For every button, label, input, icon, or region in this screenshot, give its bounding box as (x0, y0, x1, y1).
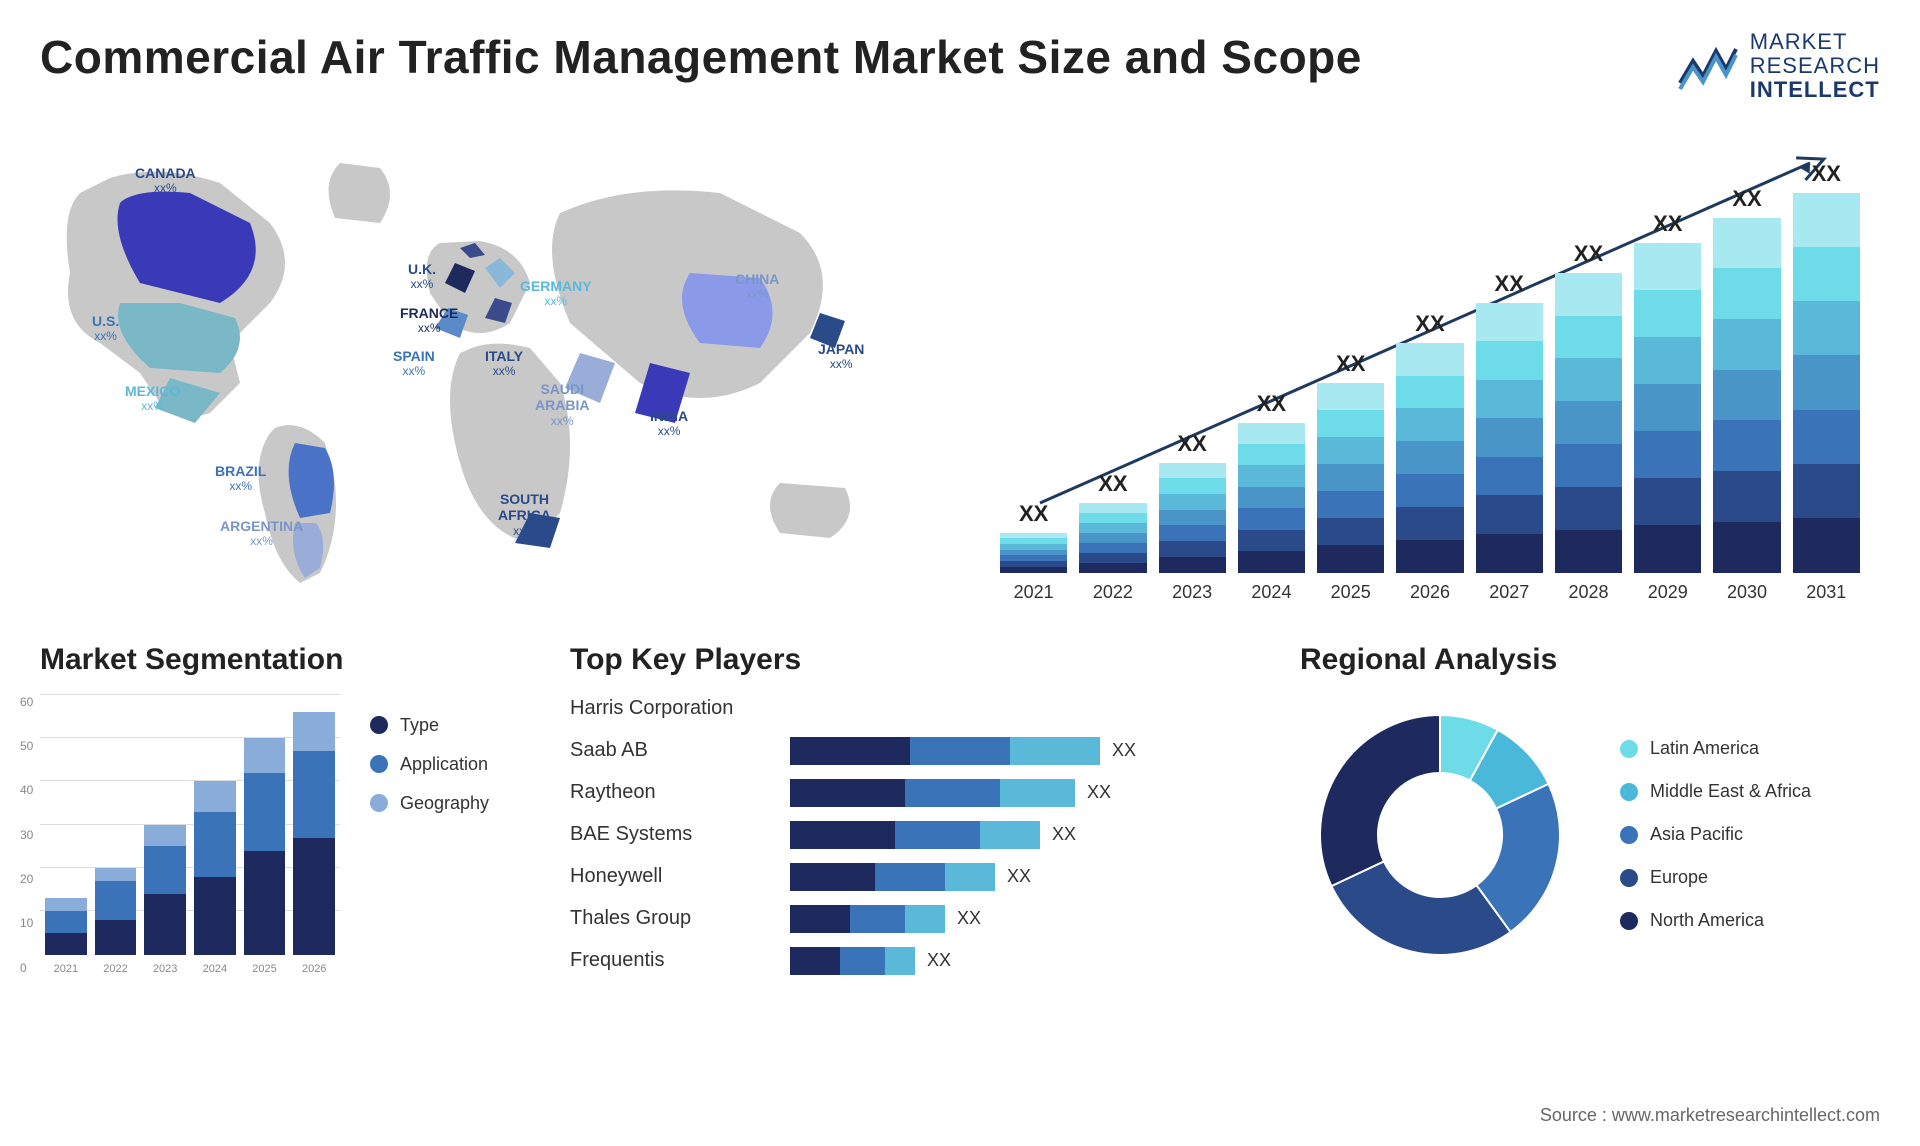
player-label: BAE Systems (570, 821, 770, 849)
forecast-bar-2023: XX (1159, 431, 1226, 573)
segmentation-legend: Type Application Geography (370, 695, 489, 975)
players-title: Top Key Players (570, 643, 1250, 677)
player-label: Frequentis (570, 947, 770, 975)
forecast-bar-2031: XX (1793, 161, 1860, 573)
seg-bar-2024 (194, 781, 236, 954)
player-label: Honeywell (570, 863, 770, 891)
map-label-spain: SPAINxx% (393, 348, 435, 379)
seg-bar-2022 (95, 868, 137, 955)
map-label-argentina: ARGENTINAxx% (220, 518, 303, 549)
segmentation-chart: 0102030405060 202120222023202420252026 (40, 695, 340, 975)
players-labels: Harris Corporation Saab AB Raytheon BAE Sys… (570, 695, 770, 975)
forecast-bar-2021: XX (1000, 501, 1067, 573)
regional-legend-item: Latin America (1620, 738, 1811, 759)
map-label-japan: JAPANxx% (818, 341, 864, 372)
forecast-bar-2026: XX (1396, 311, 1463, 573)
seg-bar-2026 (293, 712, 335, 955)
regional-legend-item: Europe (1620, 867, 1811, 888)
brand-logo: MARKET RESEARCH INTELLECT (1678, 30, 1880, 103)
player-bar: XX (790, 905, 1250, 933)
forecast-bar-2029: XX (1634, 211, 1701, 573)
seg-legend-application: Application (370, 754, 489, 775)
map-label-china: CHINAxx% (735, 271, 779, 302)
player-label: Raytheon (570, 779, 770, 807)
map-label-southafrica: SOUTHAFRICAxx% (498, 491, 551, 539)
player-bar: XX (790, 947, 1250, 975)
seg-bar-2021 (45, 898, 87, 954)
regional-legend: Latin America Middle East & Africa Asia Pa… (1620, 738, 1811, 931)
player-bar: XX (790, 863, 1250, 891)
forecast-bar-2030: XX (1713, 186, 1780, 573)
logo-line1: MARKET (1750, 30, 1880, 54)
forecast-bar-2028: XX (1555, 241, 1622, 573)
map-label-brazil: BRAZILxx% (215, 463, 266, 494)
map-label-us: U.S.xx% (92, 313, 119, 344)
regional-legend-item: Middle East & Africa (1620, 781, 1811, 802)
forecast-bar-2022: XX (1079, 471, 1146, 573)
regional-legend-item: Asia Pacific (1620, 824, 1811, 845)
regional-donut (1300, 695, 1580, 975)
map-label-mexico: MEXICOxx% (125, 383, 180, 414)
forecast-bar-2024: XX (1238, 391, 1305, 573)
seg-bar-2025 (244, 738, 286, 955)
map-label-italy: ITALYxx% (485, 348, 523, 379)
player-label: Thales Group (570, 905, 770, 933)
regional-legend-item: North America (1620, 910, 1811, 931)
players-bars: XX XX XX XX XX XX (790, 695, 1250, 975)
seg-legend-geography: Geography (370, 793, 489, 814)
forecast-chart: XXXXXXXXXXXXXXXXXXXXXX 20212022202320242… (980, 123, 1880, 603)
seg-bar-2023 (144, 825, 186, 955)
logo-line2: RESEARCH (1750, 54, 1880, 78)
segmentation-title: Market Segmentation (40, 643, 520, 677)
world-map: CANADAxx% U.S.xx% MEXICOxx% BRAZILxx% ARGENT… (40, 123, 940, 603)
player-bar: XX (790, 821, 1250, 849)
seg-legend-type: Type (370, 715, 489, 736)
map-label-canada: CANADAxx% (135, 165, 196, 196)
map-label-uk: U.K.xx% (408, 261, 436, 292)
player-label: Harris Corporation (570, 695, 770, 723)
source-attribution: Source : www.marketresearchintellect.com (1540, 1105, 1880, 1126)
player-bar: XX (790, 737, 1250, 765)
map-label-india: INDIAxx% (650, 408, 688, 439)
player-bar: XX (790, 779, 1250, 807)
map-label-germany: GERMANYxx% (520, 278, 592, 309)
forecast-bar-2027: XX (1476, 271, 1543, 573)
regional-title: Regional Analysis (1300, 643, 1880, 677)
player-label: Saab AB (570, 737, 770, 765)
page-title: Commercial Air Traffic Management Market… (40, 30, 1362, 84)
map-label-france: FRANCExx% (400, 305, 458, 336)
map-label-saudiarabia: SAUDIARABIAxx% (535, 381, 589, 429)
forecast-bar-2025: XX (1317, 351, 1384, 573)
logo-line3: INTELLECT (1750, 78, 1880, 102)
